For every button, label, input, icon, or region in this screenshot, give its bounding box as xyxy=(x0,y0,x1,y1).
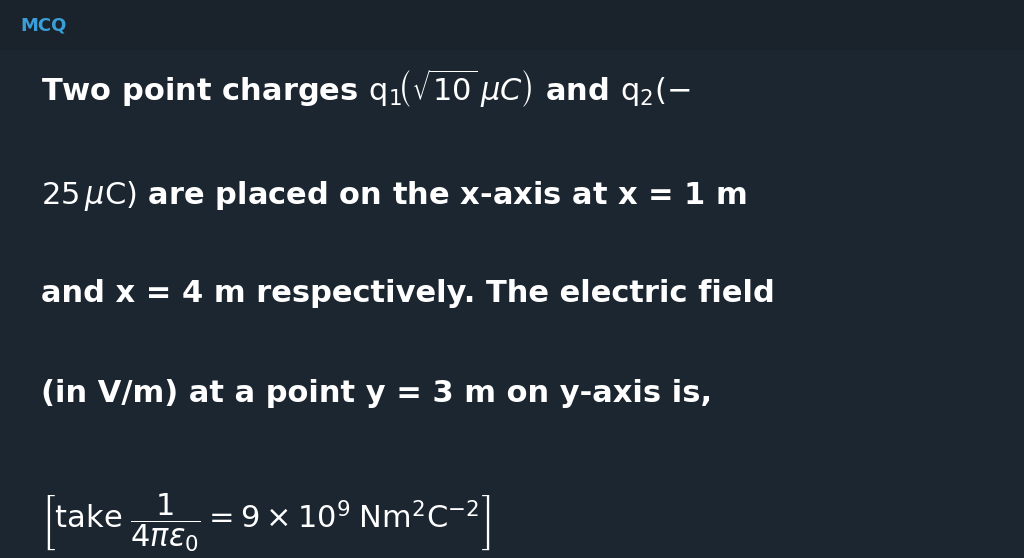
Text: and x = 4 m respectively. The electric field: and x = 4 m respectively. The electric f… xyxy=(41,279,775,308)
Text: $\left[\mathrm{take}\;\dfrac{1}{4\pi\epsilon_0} = 9 \times 10^9\;\mathrm{Nm^2C^{: $\left[\mathrm{take}\;\dfrac{1}{4\pi\eps… xyxy=(41,491,490,554)
Text: Two point charges $\mathrm{q_1}\!\left(\sqrt{10}\,\mu C\right)$ and $\mathrm{q_2: Two point charges $\mathrm{q_1}\!\left(\… xyxy=(41,67,690,110)
Text: MCQ: MCQ xyxy=(20,16,67,34)
Bar xyxy=(0,0,1024,50)
Text: $25\,\mu\mathrm{C})$ are placed on the x-axis at x = 1 m: $25\,\mu\mathrm{C})$ are placed on the x… xyxy=(41,179,748,213)
Text: (in V/m) at a point y = 3 m on y-axis is,: (in V/m) at a point y = 3 m on y-axis is… xyxy=(41,379,712,408)
